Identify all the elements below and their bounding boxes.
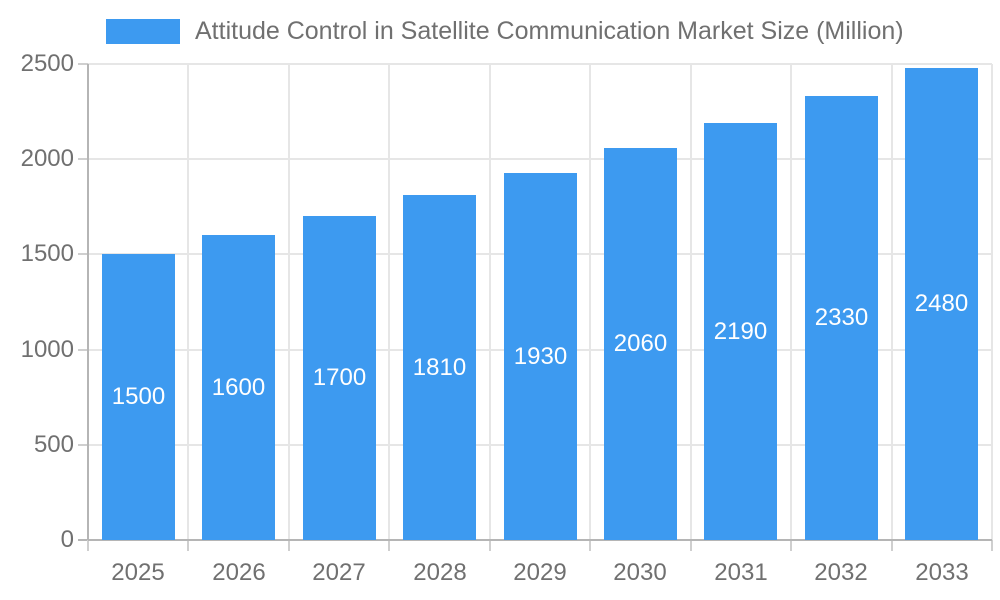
plot-area: 0 500 1000 1500 2000 2500 2025 2026 2027 2028 2029…	[21, 50, 993, 586]
x-tick-label: 2030	[613, 559, 667, 586]
x-tick	[187, 540, 189, 551]
y-tick	[78, 253, 88, 255]
bar-value-label: 2480	[914, 290, 969, 317]
y-gridline	[88, 63, 992, 65]
x-tick	[87, 540, 89, 551]
bar[interactable]: 1600	[202, 235, 275, 540]
x-tick-label: 2031	[714, 559, 768, 586]
x-tick	[589, 540, 591, 551]
x-axis-line	[88, 539, 992, 541]
x-tick	[991, 540, 993, 551]
bar-value-label: 1930	[513, 342, 568, 370]
x-gridline	[790, 64, 792, 540]
bar[interactable]: 2190	[704, 123, 777, 540]
x-tick-label: 2025	[111, 559, 165, 586]
bar-value-label: 1810	[412, 353, 467, 381]
y-tick-label: 2500	[20, 50, 74, 77]
x-tick	[388, 540, 390, 551]
x-gridline	[388, 64, 390, 540]
x-gridline	[489, 64, 491, 540]
bar[interactable]: 2330	[805, 96, 878, 540]
x-tick	[891, 540, 893, 551]
bar-value-label: 1700	[312, 364, 367, 391]
y-tick-label: 500	[33, 431, 74, 458]
y-tick-label: 1000	[20, 336, 74, 363]
x-tick-label: 2027	[312, 559, 366, 586]
x-tick	[790, 540, 792, 551]
x-gridline	[891, 64, 893, 540]
legend-swatch	[106, 19, 180, 44]
y-axis-line	[87, 64, 89, 540]
y-gridline	[88, 158, 992, 160]
x-gridline	[589, 64, 591, 540]
x-gridline	[991, 64, 993, 540]
y-tick	[78, 349, 88, 351]
y-tick-label: 1500	[20, 240, 74, 267]
bar-value-label: 2330	[814, 304, 869, 331]
bar[interactable]: 2060	[604, 148, 677, 540]
y-tick	[78, 444, 88, 446]
bar[interactable]: 1930	[504, 173, 577, 540]
y-tick-label: 2000	[20, 145, 74, 172]
x-gridline	[690, 64, 692, 540]
bar[interactable]: 1810	[403, 195, 476, 540]
legend-item[interactable]: Attitude Control in Satellite Communicat…	[106, 19, 904, 44]
y-tick-label: 0	[60, 526, 74, 553]
x-tick	[288, 540, 290, 551]
bar[interactable]: 1700	[303, 216, 376, 540]
x-tick-label: 2029	[513, 559, 567, 586]
x-tick	[489, 540, 491, 551]
bar-value-label: 1600	[211, 373, 266, 401]
legend-label: Attitude Control in Satellite Communicat…	[195, 17, 904, 45]
y-tick	[78, 63, 88, 65]
bar-value-label: 2060	[613, 330, 668, 357]
x-tick-label: 2032	[814, 559, 868, 586]
x-gridline	[288, 64, 290, 540]
x-tick-label: 2026	[212, 559, 266, 586]
bar-value-label: 1500	[111, 383, 166, 410]
y-tick	[78, 539, 88, 541]
bar[interactable]: 2480	[905, 68, 978, 540]
bar-value-label: 2190	[713, 317, 768, 345]
x-tick-label: 2033	[915, 559, 969, 586]
y-tick	[78, 158, 88, 160]
bar[interactable]: 1500	[102, 254, 175, 540]
x-tick	[690, 540, 692, 551]
x-tick-label: 2028	[413, 559, 467, 586]
x-gridline	[187, 64, 189, 540]
